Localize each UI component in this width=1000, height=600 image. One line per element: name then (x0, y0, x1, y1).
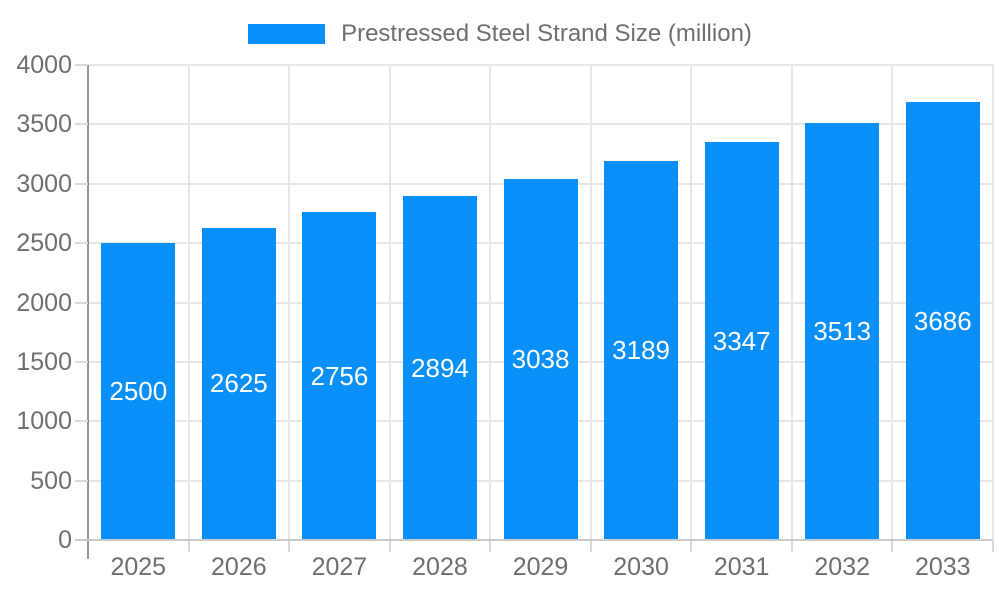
y-axis-line (87, 65, 89, 559)
bar-value-label: 3347 (712, 325, 771, 356)
gridline-vertical (589, 65, 592, 540)
bar-slot: 2500 (88, 65, 189, 539)
gridline-vertical (288, 65, 291, 540)
bar-2033[interactable]: 3686 (905, 102, 980, 539)
bar-value-label: 3038 (511, 344, 570, 374)
bar-2026[interactable]: 2625 (201, 227, 276, 539)
x-axis-tick-label: 2032 (814, 553, 871, 581)
x-axis-tick (992, 541, 994, 552)
y-axis-tick-labels: 0 500 1000 1500 2000 2500 3000 3500 4000 (0, 51, 72, 554)
legend-label: Prestressed Steel Strand Size (million) (341, 20, 752, 47)
x-axis-tick (589, 541, 592, 552)
y-axis-tick (75, 64, 88, 66)
y-axis-tick (75, 242, 88, 245)
bar-slot: 3686 (893, 65, 994, 539)
x-axis-tick (790, 541, 793, 552)
y-axis-tick-label: 1500 (16, 347, 72, 376)
x-axis-tick-label: 2029 (512, 553, 569, 581)
x-axis-tick-labels: 2025 2026 2027 2028 2029 2030 2031 2032 2033 (88, 552, 993, 584)
gridline-vertical (992, 65, 994, 540)
y-axis-tick (75, 420, 88, 423)
bar-value-label: 2625 (209, 368, 268, 399)
bars-container: 2500 2625 2756 2894 3038 3189 3347 3513 3686 (88, 65, 993, 539)
bar-value-label: 2894 (411, 352, 469, 383)
y-axis-tick (75, 301, 88, 304)
bar-2031[interactable]: 3347 (704, 142, 779, 539)
y-axis-tick (75, 479, 88, 482)
bar-slot: 3038 (490, 65, 591, 539)
gridline-vertical (388, 65, 391, 540)
y-axis-tick-label: 1000 (16, 407, 72, 436)
bar-2025[interactable]: 2500 (101, 242, 176, 539)
x-axis-tick (489, 541, 492, 552)
bar-2029[interactable]: 3038 (503, 179, 578, 539)
x-axis-tick-label: 2027 (311, 553, 368, 581)
gridline-horizontal (88, 123, 993, 126)
gridline-vertical (187, 65, 190, 540)
x-axis-tick (891, 541, 894, 552)
bar-value-label: 2500 (109, 375, 168, 406)
legend-item[interactable]: Prestressed Steel Strand Size (million) (0, 21, 1000, 47)
bar-slot: 2756 (289, 65, 390, 539)
x-axis-tick (388, 541, 391, 552)
x-axis-tick-label: 2033 (914, 553, 971, 581)
x-axis-tick-label: 2028 (412, 553, 468, 581)
gridline-vertical (790, 65, 793, 540)
x-axis-tick-label: 2030 (613, 553, 669, 581)
gridline-vertical (690, 65, 693, 540)
bar-slot: 3513 (792, 65, 893, 539)
y-axis-tick-label: 2500 (16, 229, 72, 258)
bar-slot: 2894 (390, 65, 491, 539)
y-axis-tick-label: 3000 (16, 169, 72, 198)
gridline-vertical (891, 65, 894, 540)
y-axis-tick-label: 500 (30, 466, 72, 495)
x-axis-tick (187, 541, 190, 552)
gridline-horizontal (88, 64, 993, 66)
bar-2032[interactable]: 3513 (805, 122, 880, 539)
gridline-vertical (489, 65, 492, 540)
bar-slot: 3189 (591, 65, 692, 539)
x-axis-tick (288, 541, 291, 552)
y-axis-tick (75, 123, 88, 126)
y-axis-tick-label: 3500 (16, 110, 72, 139)
bar-value-label: 3513 (813, 315, 872, 346)
bar-2027[interactable]: 2756 (302, 212, 377, 539)
bar-slot: 2625 (189, 65, 290, 539)
y-axis-tick (75, 360, 88, 363)
bar-slot: 3347 (691, 65, 792, 539)
bar-value-label: 2756 (310, 360, 369, 391)
y-axis-tick-label: 2000 (16, 288, 72, 317)
x-axis-tick (690, 541, 693, 552)
y-axis-tick (75, 182, 88, 185)
bar-2028[interactable]: 2894 (402, 196, 477, 539)
y-axis-tick-label: 4000 (16, 51, 72, 79)
bar-2030[interactable]: 3189 (604, 161, 679, 539)
y-axis-tick-label: 0 (58, 526, 72, 554)
bar-value-label: 3189 (612, 335, 671, 366)
x-axis-line (75, 539, 993, 541)
x-axis-tick-label: 2026 (211, 553, 267, 581)
legend-swatch (248, 24, 326, 44)
x-axis-tick-label: 2025 (110, 553, 167, 581)
x-axis-tick-label: 2031 (713, 553, 770, 581)
bar-value-label: 3686 (913, 305, 972, 336)
